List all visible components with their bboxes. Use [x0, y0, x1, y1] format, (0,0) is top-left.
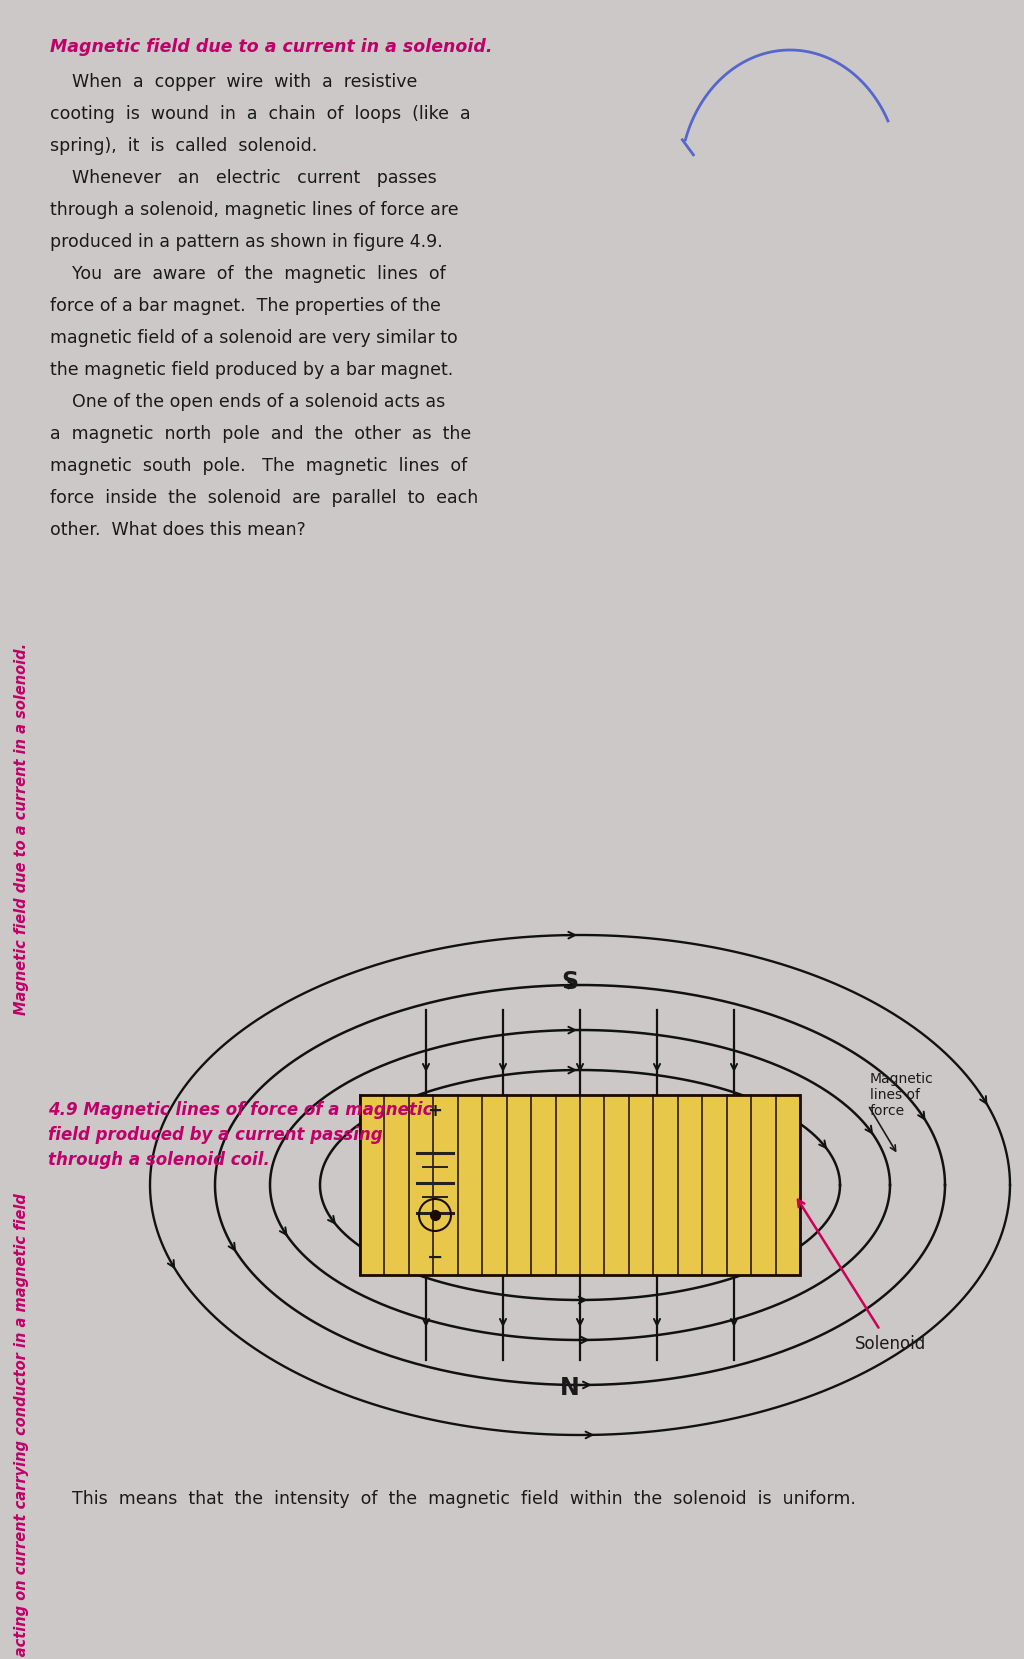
- Text: When  a  copper  wire  with  a  resistive: When a copper wire with a resistive: [50, 73, 418, 91]
- Text: This  means  that  the  intensity  of  the  magnetic  field  within  the  soleno: This means that the intensity of the mag…: [50, 1490, 856, 1508]
- Text: You  are  aware  of  the  magnetic  lines  of: You are aware of the magnetic lines of: [50, 265, 445, 284]
- Text: +: +: [427, 1102, 442, 1120]
- Text: Whenever   an   electric   current   passes: Whenever an electric current passes: [50, 169, 437, 187]
- Text: a  magnetic  north  pole  and  the  other  as  the: a magnetic north pole and the other as t…: [50, 425, 471, 443]
- Text: Solenoid: Solenoid: [854, 1335, 926, 1354]
- Text: the magnetic field produced by a bar magnet.: the magnetic field produced by a bar mag…: [50, 362, 454, 378]
- Text: cooting  is  wound  in  a  chain  of  loops  (like  a: cooting is wound in a chain of loops (li…: [50, 105, 471, 123]
- Text: Magnetic field due to a current in a solenoid.: Magnetic field due to a current in a sol…: [14, 644, 30, 1015]
- Text: force  inside  the  solenoid  are  parallel  to  each: force inside the solenoid are parallel t…: [50, 489, 478, 508]
- Text: force of a bar magnet.  The properties of the: force of a bar magnet. The properties of…: [50, 297, 441, 315]
- Text: magnetic  south  pole.   The  magnetic  lines  of: magnetic south pole. The magnetic lines …: [50, 456, 467, 474]
- Text: through a solenoid, magnetic lines of force are: through a solenoid, magnetic lines of fo…: [50, 201, 459, 219]
- Text: S: S: [561, 971, 579, 994]
- Text: Magnetic
lines of
force: Magnetic lines of force: [870, 1072, 934, 1118]
- Text: other.  What does this mean?: other. What does this mean?: [50, 521, 306, 539]
- Text: produced in a pattern as shown in figure 4.9.: produced in a pattern as shown in figure…: [50, 232, 442, 251]
- Bar: [360, 1095, 800, 1276]
- Text: N: N: [560, 1375, 580, 1400]
- Text: 4.9 Magnetic lines of force of a magnetic
field produced by a current passing
th: 4.9 Magnetic lines of force of a magneti…: [48, 1102, 432, 1170]
- Text: One of the open ends of a solenoid acts as: One of the open ends of a solenoid acts …: [50, 393, 445, 411]
- Text: Magnetic field due to a current in a solenoid.: Magnetic field due to a current in a sol…: [50, 38, 493, 56]
- Text: spring),  it  is  called  solenoid.: spring), it is called solenoid.: [50, 138, 317, 154]
- Text: magnetic field of a solenoid are very similar to: magnetic field of a solenoid are very si…: [50, 328, 458, 347]
- Text: −: −: [427, 1248, 443, 1266]
- Text: Force acting on current carrying conductor in a magnetic field: Force acting on current carrying conduct…: [14, 1193, 30, 1659]
